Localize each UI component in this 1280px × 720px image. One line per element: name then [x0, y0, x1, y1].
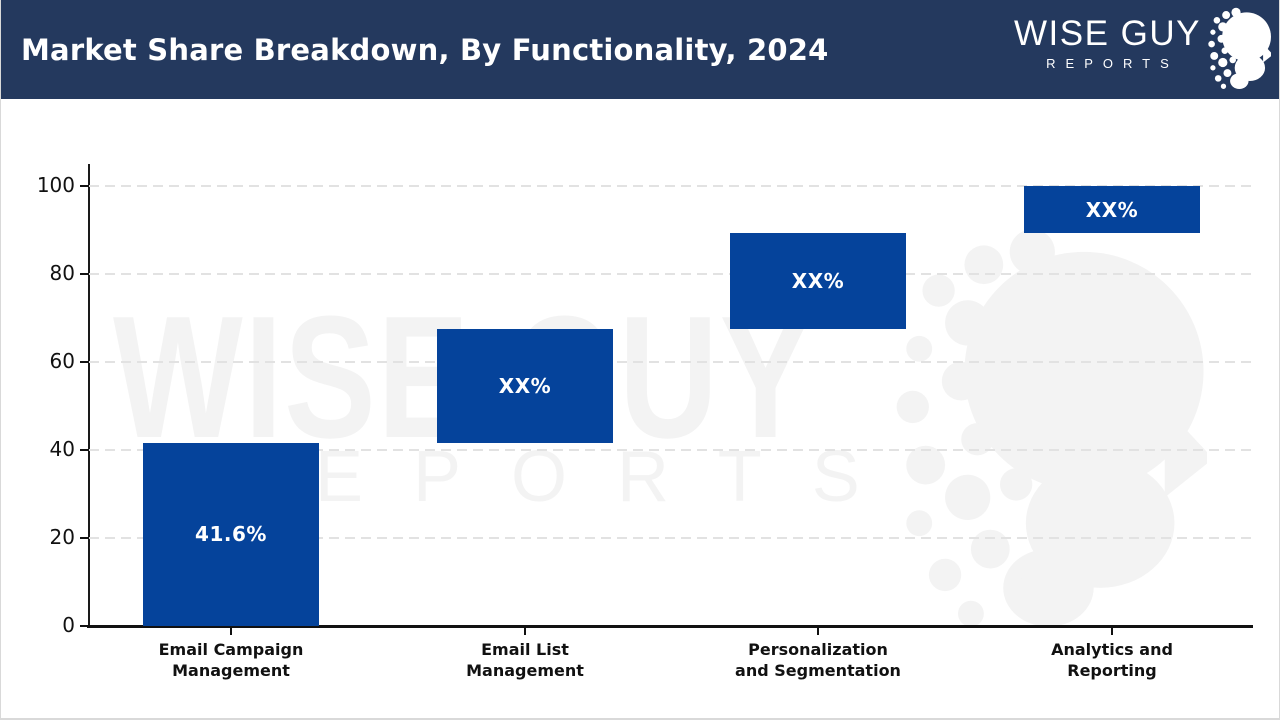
y-tick-mark: [80, 625, 89, 627]
y-tick-mark: [80, 449, 89, 451]
bar-value-label: XX%: [498, 374, 552, 399]
face-logo-icon: [1205, 6, 1271, 94]
x-tick-mark: [230, 628, 232, 635]
y-tick-mark: [80, 537, 89, 539]
bar-segment: XX%: [730, 233, 906, 330]
bar-value-label: 41.6%: [195, 522, 267, 547]
y-tick-label: 0: [62, 613, 75, 637]
gridline: [89, 273, 1253, 275]
x-category-label: Email List Management: [466, 640, 584, 680]
bar-value-label: XX%: [791, 269, 845, 294]
x-tick-mark: [1111, 628, 1113, 635]
x-category-label: Analytics and Reporting: [1051, 640, 1173, 680]
gridline: [89, 361, 1253, 363]
y-tick-label: 40: [49, 437, 75, 461]
logo-wordmark: WISE GUY: [1013, 14, 1201, 53]
y-tick-label: 100: [36, 173, 75, 197]
logo-subtext: REPORTS: [1046, 56, 1179, 71]
x-category-label: Personalization and Segmentation: [735, 640, 901, 680]
gridline: [89, 185, 1253, 187]
gridline: [89, 449, 1253, 451]
x-tick-mark: [817, 628, 819, 635]
page-title: Market Share Breakdown, By Functionality…: [21, 32, 829, 67]
gridline: [89, 537, 1253, 539]
x-axis: [87, 625, 1253, 628]
bar-segment: XX%: [437, 329, 613, 443]
y-axis: [88, 164, 90, 628]
x-category-label: Email Campaign Management: [158, 640, 304, 680]
x-tick-mark: [524, 628, 526, 635]
bar-segment: XX%: [1024, 186, 1200, 234]
bar-value-label: XX%: [1085, 197, 1139, 222]
y-tick-mark: [80, 185, 89, 187]
wise-guy-logo: WISE GUY REPORTS: [1001, 2, 1269, 97]
bar-segment: 41.6%: [143, 442, 319, 626]
y-tick-mark: [80, 273, 89, 275]
y-tick-label: 60: [49, 349, 75, 373]
y-tick-label: 20: [49, 525, 75, 549]
y-tick-mark: [80, 361, 89, 363]
header-banner: Market Share Breakdown, By Functionality…: [1, 0, 1279, 99]
y-tick-label: 80: [49, 261, 75, 285]
